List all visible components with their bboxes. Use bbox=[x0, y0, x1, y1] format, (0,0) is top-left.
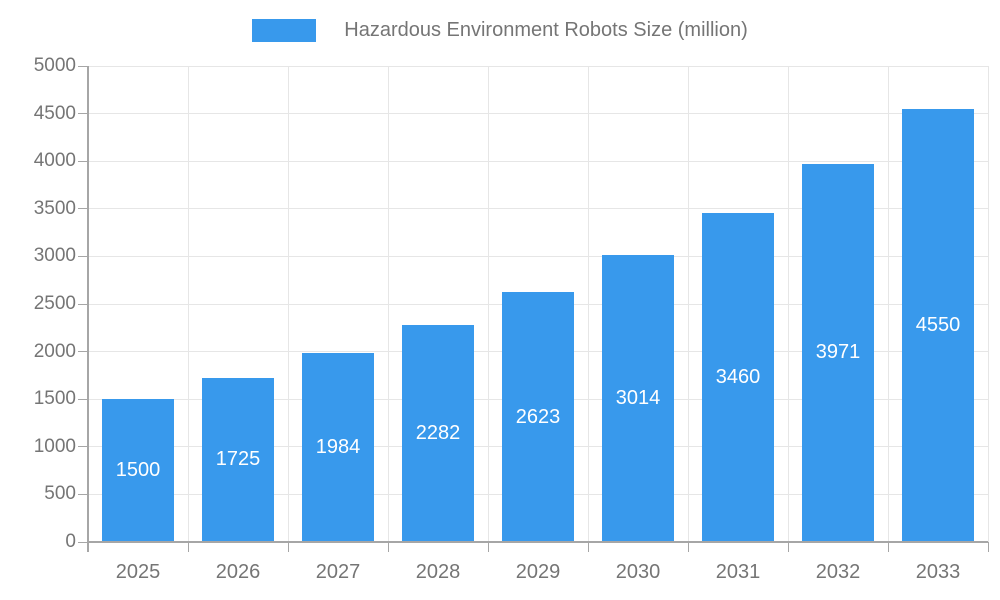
x-axis-line bbox=[88, 541, 988, 543]
y-axis-tick-label: 4000 bbox=[33, 150, 76, 172]
x-axis-tick-label: 2028 bbox=[415, 561, 461, 583]
gridline-vertical bbox=[387, 66, 389, 542]
gridline-vertical bbox=[687, 66, 689, 542]
gridline-vertical bbox=[987, 66, 989, 542]
plot-area: 1500 1725 1984 2282 2623 3014 3460 3971 4550 bbox=[88, 65, 989, 542]
bar[interactable]: 1984 bbox=[302, 353, 374, 542]
x-tick-mark bbox=[587, 542, 589, 552]
bar-value-label: 2623 bbox=[515, 405, 561, 428]
bar-value-label: 2282 bbox=[415, 421, 461, 444]
bar-value-label: 3971 bbox=[815, 341, 861, 364]
bar[interactable]: 2282 bbox=[402, 324, 474, 542]
y-tick-mark bbox=[78, 208, 88, 210]
x-tick-mark bbox=[987, 542, 989, 552]
y-axis-tick-label: 4500 bbox=[33, 102, 76, 124]
gridline-vertical bbox=[787, 66, 789, 542]
y-axis-tick-label: 2000 bbox=[33, 340, 76, 362]
gridline-horizontal bbox=[88, 160, 988, 162]
y-axis-tick-label: 1000 bbox=[33, 435, 76, 457]
y-axis-tick-label: 1500 bbox=[33, 388, 76, 410]
bar-value-label: 3014 bbox=[615, 387, 661, 410]
gridline-horizontal bbox=[88, 208, 988, 210]
bar[interactable]: 2623 bbox=[502, 292, 574, 542]
gridline-vertical bbox=[887, 66, 889, 542]
bar[interactable]: 3014 bbox=[602, 255, 674, 542]
x-tick-mark bbox=[787, 542, 789, 552]
gridline-vertical bbox=[587, 66, 589, 542]
legend-label: Hazardous Environment Robots Size (milli… bbox=[344, 19, 748, 41]
x-tick-mark bbox=[487, 542, 489, 552]
bar[interactable]: 3971 bbox=[802, 163, 874, 542]
bar-value-label: 4550 bbox=[915, 313, 961, 336]
bar-value-label: 1725 bbox=[215, 448, 261, 471]
bar[interactable]: 3460 bbox=[702, 212, 774, 542]
y-axis-tick-label: 500 bbox=[44, 483, 76, 505]
y-tick-mark bbox=[78, 113, 88, 115]
bar[interactable]: 1500 bbox=[102, 399, 174, 542]
y-axis-tick-label: 3000 bbox=[33, 245, 76, 267]
gridline-vertical bbox=[287, 66, 289, 542]
x-axis-tick-label: 2033 bbox=[915, 561, 961, 583]
y-tick-mark bbox=[78, 398, 88, 400]
bar-value-label: 3460 bbox=[715, 365, 761, 388]
x-axis-tick-label: 2026 bbox=[215, 561, 261, 583]
y-axis-tick-label: 2500 bbox=[33, 293, 76, 314]
y-tick-mark bbox=[78, 541, 88, 543]
gridline-vertical bbox=[187, 66, 189, 542]
x-tick-mark bbox=[187, 542, 189, 552]
y-axis-line bbox=[87, 66, 89, 552]
legend-swatch bbox=[252, 19, 317, 42]
y-tick-mark bbox=[78, 160, 88, 162]
bar[interactable]: 1725 bbox=[202, 377, 274, 542]
gridline-horizontal bbox=[88, 65, 988, 67]
x-tick-mark bbox=[887, 542, 889, 552]
y-axis-tick-label: 0 bbox=[65, 531, 76, 552]
x-axis-tick-label: 2032 bbox=[815, 561, 861, 583]
x-axis-tick-label: 2029 bbox=[515, 561, 561, 583]
x-axis-tick-label: 2030 bbox=[615, 561, 661, 583]
x-tick-mark bbox=[387, 542, 389, 552]
x-axis-tick-label: 2025 bbox=[115, 561, 161, 583]
gridline-horizontal bbox=[88, 255, 988, 257]
gridline-vertical bbox=[487, 66, 489, 542]
bar[interactable]: 4550 bbox=[902, 108, 974, 542]
x-axis-tick-label: 2031 bbox=[715, 561, 761, 583]
y-tick-mark bbox=[78, 65, 88, 67]
bar-value-label: 1500 bbox=[115, 459, 161, 482]
x-tick-mark bbox=[287, 542, 289, 552]
x-axis-tick-label: 2027 bbox=[315, 561, 361, 583]
y-tick-mark bbox=[78, 446, 88, 448]
gridline-horizontal bbox=[88, 113, 988, 115]
bar-value-label: 1984 bbox=[315, 436, 361, 459]
y-tick-mark bbox=[78, 351, 88, 353]
y-tick-mark bbox=[78, 303, 88, 305]
x-tick-mark bbox=[687, 542, 689, 552]
y-axis-tick-label: 5000 bbox=[33, 55, 76, 76]
legend[interactable]: Hazardous Environment Robots Size (milli… bbox=[0, 19, 1000, 42]
y-axis-tick-label: 3500 bbox=[33, 197, 76, 219]
y-tick-mark bbox=[78, 493, 88, 495]
y-tick-mark bbox=[78, 255, 88, 257]
